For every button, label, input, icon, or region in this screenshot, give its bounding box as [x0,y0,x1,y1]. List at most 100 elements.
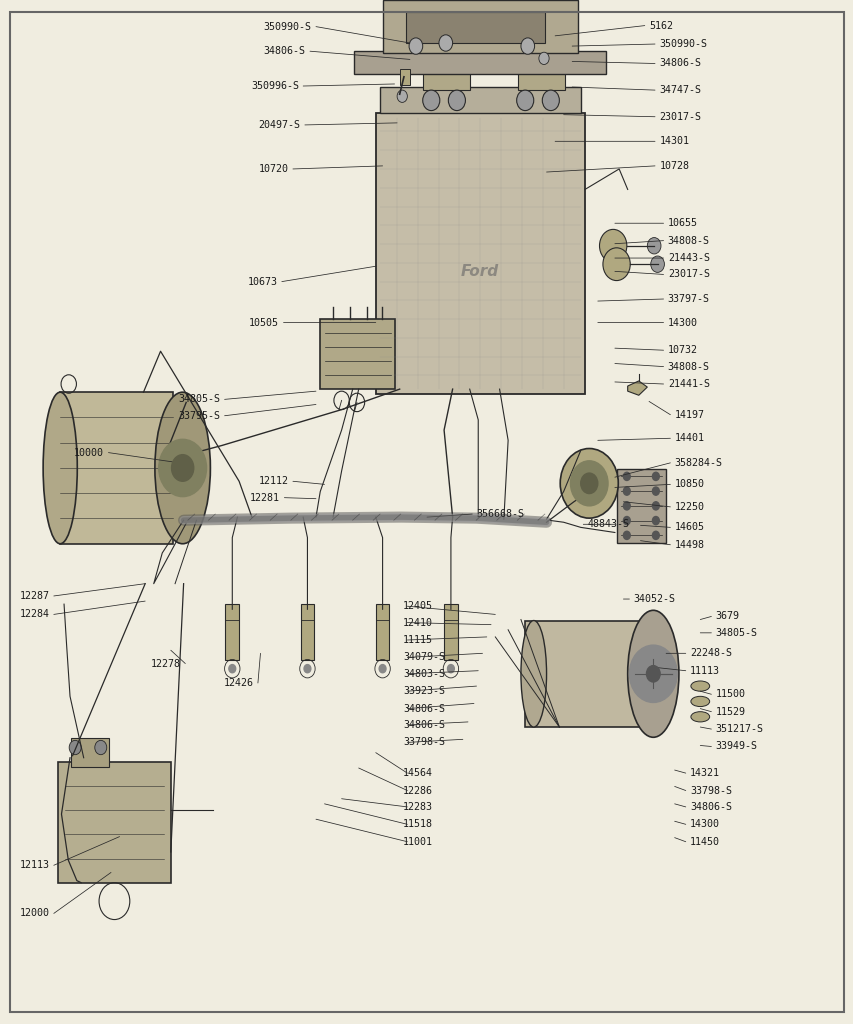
Circle shape [623,472,630,480]
Text: 12113: 12113 [20,860,49,870]
Text: 20497-S: 20497-S [258,120,300,130]
FancyBboxPatch shape [616,469,665,543]
Circle shape [652,487,659,496]
Circle shape [602,248,630,281]
Text: 351217-S: 351217-S [715,724,763,734]
FancyBboxPatch shape [444,604,457,660]
FancyBboxPatch shape [380,87,580,113]
Circle shape [159,439,206,497]
Ellipse shape [690,696,709,707]
Circle shape [652,531,659,540]
Text: 21443-S: 21443-S [667,253,709,263]
Circle shape [652,502,659,510]
FancyBboxPatch shape [375,113,584,394]
Text: 10655: 10655 [667,218,697,228]
Text: 350990-S: 350990-S [659,39,706,49]
Text: 356668-S: 356668-S [476,509,524,519]
Text: 34052-S: 34052-S [633,594,675,604]
Circle shape [409,38,422,54]
Circle shape [623,516,630,524]
Circle shape [646,666,659,682]
Text: 14401: 14401 [674,433,704,443]
Ellipse shape [43,392,77,544]
Text: 358284-S: 358284-S [674,458,722,468]
Circle shape [229,665,235,673]
Text: 21441-S: 21441-S [667,379,709,389]
Text: 5162: 5162 [648,20,672,31]
FancyBboxPatch shape [225,604,239,660]
Text: 33798-S: 33798-S [403,737,444,748]
Circle shape [623,531,630,540]
Text: 34805-S: 34805-S [178,394,220,404]
Text: 34806-S: 34806-S [659,58,700,69]
Text: Ford: Ford [461,264,498,279]
FancyBboxPatch shape [354,51,606,74]
Text: 33923-S: 33923-S [403,686,444,696]
FancyBboxPatch shape [320,319,395,389]
Text: 10505: 10505 [249,317,279,328]
Text: 3679: 3679 [715,611,739,622]
Circle shape [448,90,465,111]
Text: 14300: 14300 [667,317,697,328]
Circle shape [95,740,107,755]
Text: 12286: 12286 [403,785,432,796]
Text: 23017-S: 23017-S [659,112,700,122]
FancyBboxPatch shape [405,12,544,43]
Text: 12284: 12284 [20,609,49,620]
Text: 34808-S: 34808-S [667,236,709,246]
FancyBboxPatch shape [382,0,577,53]
FancyBboxPatch shape [58,762,171,883]
Text: 12283: 12283 [403,802,432,812]
Text: 12426: 12426 [223,678,253,688]
FancyBboxPatch shape [71,738,109,767]
Text: 12405: 12405 [403,601,432,611]
Circle shape [397,90,407,102]
Text: 11450: 11450 [689,837,719,847]
Circle shape [379,665,386,673]
Text: 14300: 14300 [689,819,719,829]
FancyBboxPatch shape [422,72,469,90]
Circle shape [623,502,630,510]
Text: 12278: 12278 [151,658,181,669]
FancyBboxPatch shape [399,69,409,85]
Text: 11529: 11529 [715,707,745,717]
Text: 34805-S: 34805-S [715,628,757,638]
Text: 34747-S: 34747-S [659,85,700,95]
Text: 33949-S: 33949-S [715,741,757,752]
FancyBboxPatch shape [300,604,314,660]
Circle shape [652,472,659,480]
Text: 350990-S: 350990-S [264,22,311,32]
Text: 34806-S: 34806-S [264,46,305,56]
Text: 11115: 11115 [403,635,432,645]
FancyBboxPatch shape [518,72,565,90]
Text: 33795-S: 33795-S [178,411,220,421]
Text: 33797-S: 33797-S [667,294,709,304]
Text: 10732: 10732 [667,345,697,355]
Text: 34803-S: 34803-S [403,669,444,679]
Ellipse shape [560,449,618,518]
Circle shape [171,455,194,481]
Circle shape [422,90,439,111]
Text: 11518: 11518 [403,819,432,829]
Text: 34079-S: 34079-S [403,652,444,663]
Text: 14321: 14321 [689,768,719,778]
Circle shape [438,35,452,51]
Text: 12410: 12410 [403,617,432,628]
Text: 350996-S: 350996-S [251,81,299,91]
Circle shape [570,461,607,506]
Text: 14498: 14498 [674,540,704,550]
Text: 34806-S: 34806-S [403,703,444,714]
Circle shape [447,665,454,673]
Ellipse shape [690,712,709,722]
Ellipse shape [690,681,709,691]
Circle shape [580,473,597,494]
Circle shape [650,256,664,272]
Text: 23017-S: 23017-S [667,269,709,280]
Ellipse shape [154,392,210,544]
Text: 10720: 10720 [258,164,288,174]
FancyBboxPatch shape [525,621,661,727]
Polygon shape [627,381,647,395]
Text: 14197: 14197 [674,410,704,420]
Circle shape [304,665,310,673]
Text: 48843-S: 48843-S [587,519,629,529]
